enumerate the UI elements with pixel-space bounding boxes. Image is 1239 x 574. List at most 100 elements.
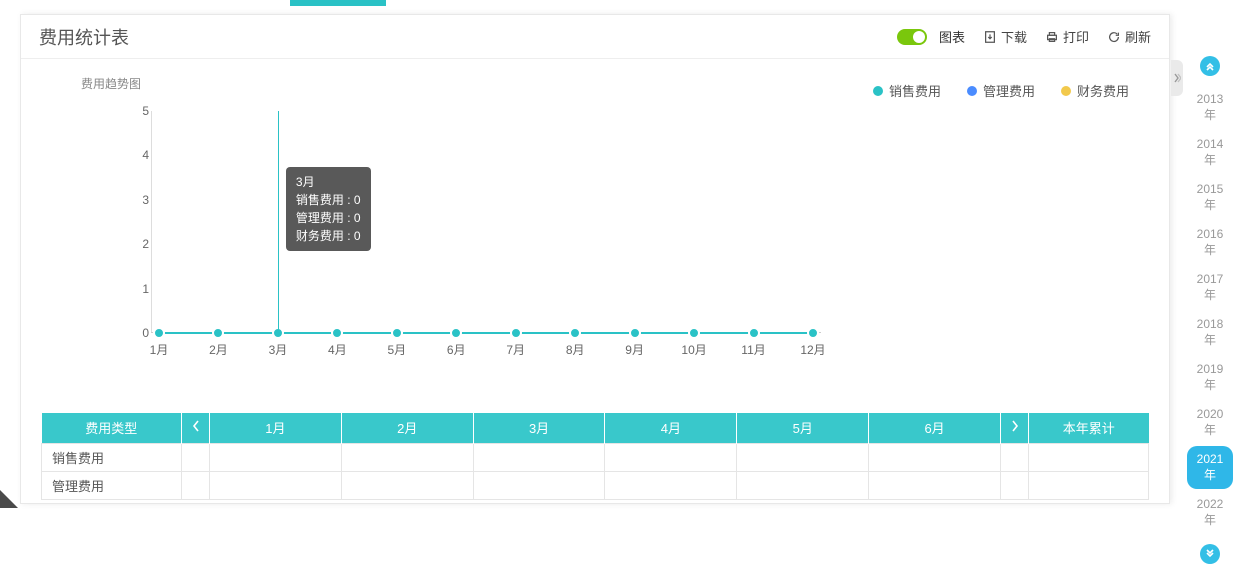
table-prev-button[interactable] (182, 413, 210, 443)
y-tick: 5 (131, 104, 149, 118)
refresh-button[interactable]: 刷新 (1107, 27, 1151, 46)
cell-value (737, 471, 869, 499)
cell-value (869, 471, 1001, 499)
x-axis: 1月2月3月4月5月6月7月8月9月10月11月12月 (151, 337, 821, 357)
x-tick: 3月 (269, 341, 288, 358)
cell-value (605, 443, 737, 471)
legend-label: 销售费用 (889, 81, 941, 100)
cell-value (182, 443, 210, 471)
chevron-right-double-icon (1173, 72, 1181, 84)
cell-expense-type: 管理费用 (42, 471, 182, 499)
download-label: 下载 (1001, 27, 1027, 46)
cell-value (869, 443, 1001, 471)
x-tick: 5月 (387, 341, 406, 358)
cell-value (473, 443, 605, 471)
download-icon (983, 30, 997, 44)
col-month: 5月 (737, 413, 869, 443)
chart-area: 费用趋势图 销售费用管理费用财务费用 012345 3月销售费用 : 0管理费用… (41, 69, 1149, 419)
refresh-label: 刷新 (1125, 27, 1151, 46)
col-month: 3月 (473, 413, 605, 443)
year-option[interactable]: 2013年 (1187, 86, 1233, 129)
col-month: 4月 (605, 413, 737, 443)
legend-item[interactable]: 管理费用 (967, 81, 1035, 100)
series-line (159, 332, 813, 334)
col-year-total: 本年累计 (1029, 413, 1149, 443)
col-month: 1月 (210, 413, 342, 443)
cell-value (341, 471, 473, 499)
cell-value (1001, 443, 1029, 471)
main-panel: 费用统计表 图表 下载 打印 刷新 费用趋势图 销售费用管理费用财务费用 012… (20, 14, 1170, 504)
tooltip-row: 销售费用 : 0 (296, 191, 361, 209)
cell-value (341, 443, 473, 471)
legend-dot-icon (873, 86, 883, 96)
year-option[interactable]: 2021年 (1187, 446, 1233, 489)
download-button[interactable]: 下载 (983, 27, 1027, 46)
year-option[interactable]: 2019年 (1187, 356, 1233, 399)
chart-legend: 销售费用 管理费用 财务费用 (873, 81, 1129, 100)
year-scroll-down-button[interactable] (1200, 544, 1220, 564)
tooltip-row: 管理费用 : 0 (296, 209, 361, 227)
corner-tab[interactable] (0, 490, 18, 508)
x-tick: 7月 (506, 341, 525, 358)
x-tick: 4月 (328, 341, 347, 358)
x-tick: 2月 (209, 341, 228, 358)
refresh-icon (1107, 30, 1121, 44)
page-title: 费用统计表 (39, 24, 129, 50)
year-rail: 2013年2014年2015年2016年2017年2018年2019年2020年… (1187, 56, 1233, 574)
legend-item[interactable]: 财务费用 (1061, 81, 1129, 100)
table-body: 销售费用管理费用 (42, 443, 1149, 499)
col-month: 2月 (341, 413, 473, 443)
chart-title: 费用趋势图 (81, 75, 141, 92)
cell-value (1001, 471, 1029, 499)
print-button[interactable]: 打印 (1045, 27, 1089, 46)
year-option[interactable]: 2017年 (1187, 266, 1233, 309)
x-tick: 1月 (150, 341, 169, 358)
year-option[interactable]: 2022年 (1187, 491, 1233, 534)
cell-value (210, 471, 342, 499)
cell-value (1029, 471, 1149, 499)
chevron-left-icon (192, 420, 200, 432)
year-option[interactable]: 2018年 (1187, 311, 1233, 354)
year-option[interactable]: 2020年 (1187, 401, 1233, 444)
y-tick: 0 (131, 326, 149, 340)
col-expense-type: 费用类型 (42, 413, 182, 443)
year-option[interactable]: 2015年 (1187, 176, 1233, 219)
active-tab-indicator (290, 0, 386, 6)
cell-value (182, 471, 210, 499)
tooltip-row: 财务费用 : 0 (296, 227, 361, 245)
y-axis: 012345 (131, 111, 149, 333)
year-scroll-up-button[interactable] (1200, 56, 1220, 76)
table-row: 管理费用 (42, 471, 1149, 499)
tooltip-title: 3月 (296, 173, 361, 191)
legend-label: 财务费用 (1077, 81, 1129, 100)
table-header-row: 费用类型 1月2月3月4月5月6月本年累计 (42, 413, 1149, 443)
hover-vertical-line (278, 111, 279, 333)
cell-value (605, 471, 737, 499)
x-tick: 12月 (800, 341, 825, 358)
year-option[interactable]: 2016年 (1187, 221, 1233, 264)
chevron-down-double-icon (1205, 549, 1215, 559)
table-next-button[interactable] (1001, 413, 1029, 443)
table-row: 销售费用 (42, 443, 1149, 471)
year-option[interactable]: 2014年 (1187, 131, 1233, 174)
print-label: 打印 (1063, 27, 1089, 46)
x-tick: 9月 (625, 341, 644, 358)
y-tick: 2 (131, 237, 149, 251)
collapse-rail-button[interactable] (1171, 60, 1183, 96)
y-axis-line (151, 111, 152, 333)
x-tick: 10月 (681, 341, 706, 358)
col-month: 6月 (869, 413, 1001, 443)
legend-dot-icon (967, 86, 977, 96)
expense-table: 费用类型 1月2月3月4月5月6月本年累计 销售费用管理费用 (41, 413, 1149, 500)
cell-value (473, 471, 605, 499)
x-tick: 8月 (566, 341, 585, 358)
chart-toggle[interactable]: 图表 (897, 27, 965, 46)
legend-label: 管理费用 (983, 81, 1035, 100)
cell-expense-type: 销售费用 (42, 443, 182, 471)
y-tick: 3 (131, 193, 149, 207)
y-tick: 4 (131, 148, 149, 162)
legend-dot-icon (1061, 86, 1071, 96)
legend-item[interactable]: 销售费用 (873, 81, 941, 100)
chart-toggle-label: 图表 (939, 27, 965, 46)
plot-region[interactable]: 3月销售费用 : 0管理费用 : 0财务费用 : 0 (151, 111, 821, 333)
